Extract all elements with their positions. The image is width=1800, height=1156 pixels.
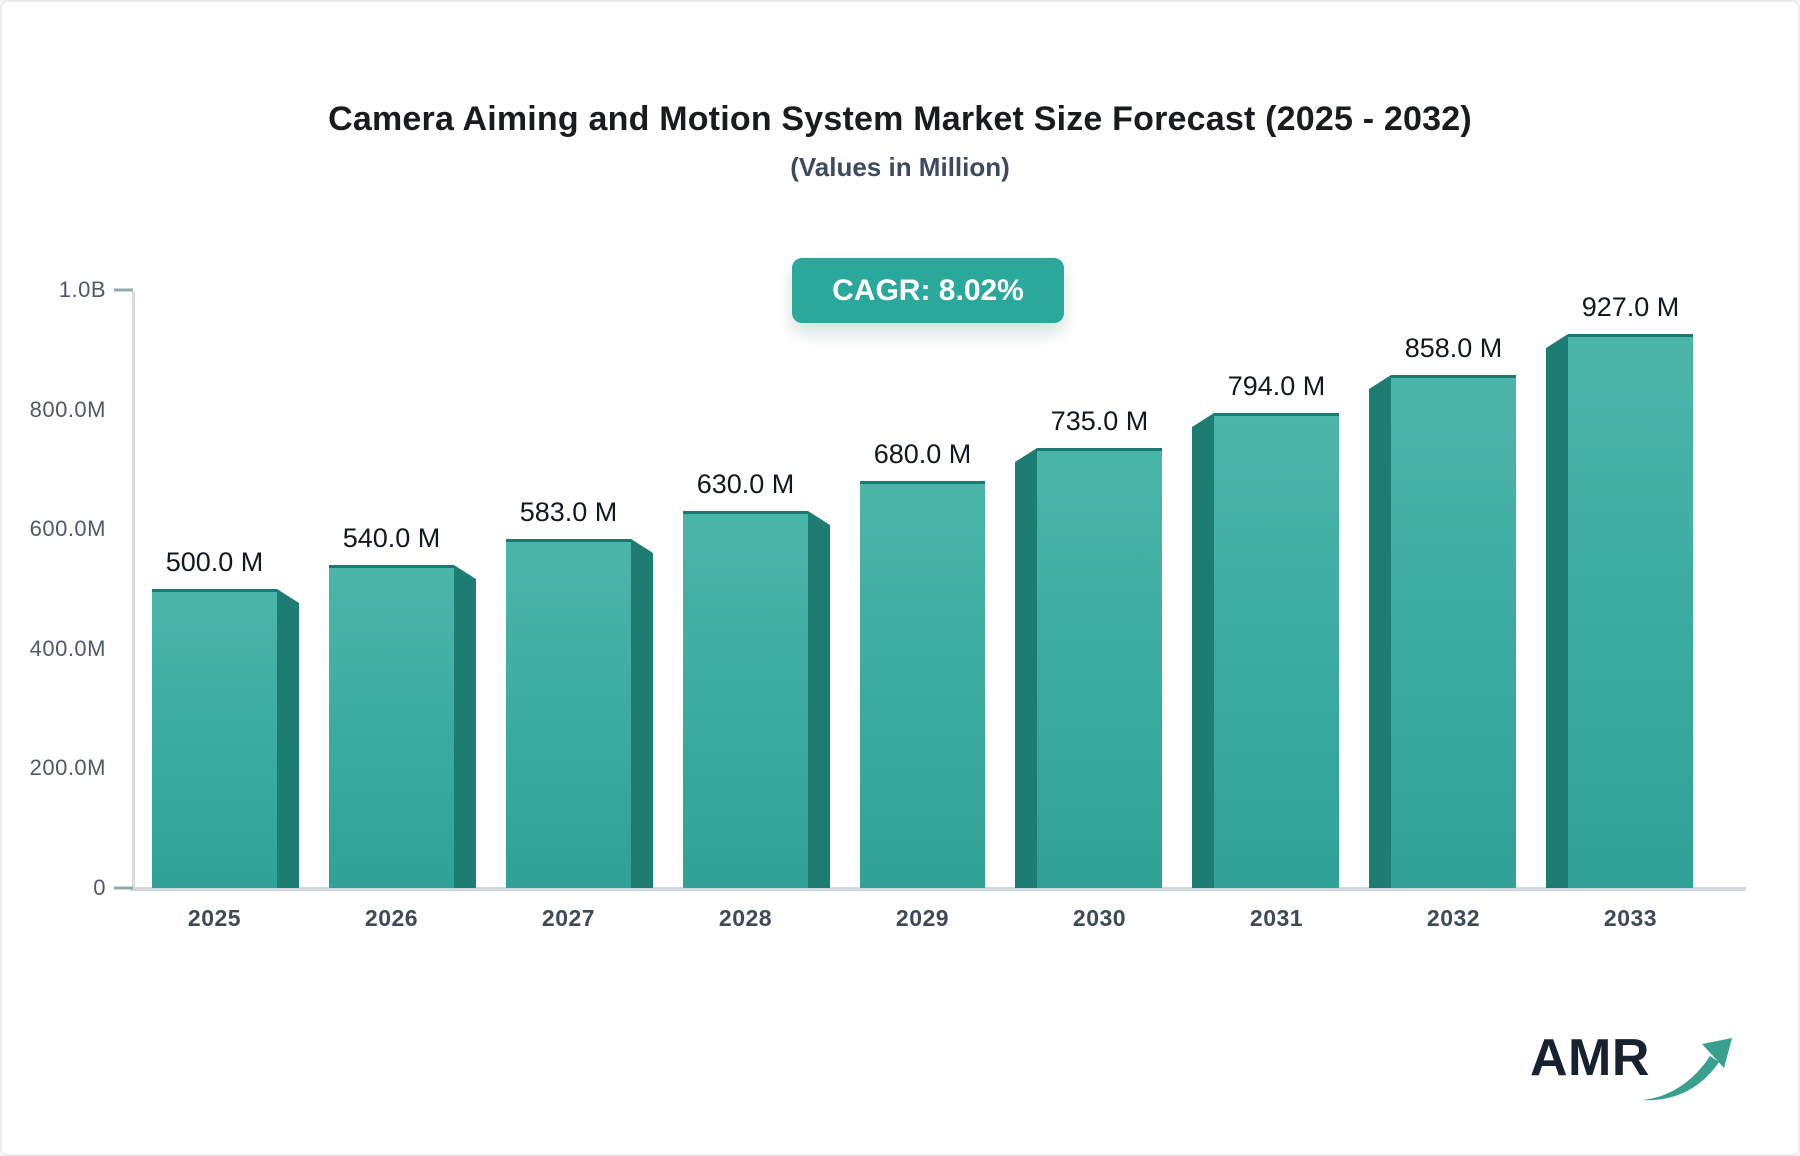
- bar-value-label-2026: 540.0 M: [342, 523, 441, 553]
- bar-value-label-2029: 680.0 M: [873, 439, 972, 469]
- chart-subtitle: (Values in Million): [790, 152, 1010, 182]
- x-axis-label-2032: 2032: [1426, 905, 1481, 931]
- bar-value-label-2027: 583.0 M: [519, 497, 618, 527]
- bar-value-label-2033: 927.0 M: [1581, 292, 1680, 322]
- x-axis-line: [130, 887, 1746, 891]
- bar-value-label-2025: 500.0 M: [165, 547, 264, 577]
- x-axis-label-2027: 2027: [541, 905, 596, 931]
- x-axis-label-2026: 2026: [364, 905, 419, 931]
- y-axis-tick-label: 400.0M: [29, 635, 106, 661]
- amr-logo: AMR: [1530, 1028, 1740, 1108]
- bar-2030: [1037, 448, 1162, 888]
- y-axis-tick-label: 0: [93, 875, 106, 900]
- bar-value-label-2030: 735.0 M: [1050, 406, 1149, 436]
- y-axis-line: [132, 291, 135, 889]
- x-axis-label-2033: 2033: [1603, 905, 1658, 931]
- bar-side-face-2026: [454, 565, 476, 888]
- y-axis-tick-label: 1.0B: [58, 277, 106, 302]
- bar-2031: [1214, 413, 1339, 888]
- bar-value-label-2032: 858.0 M: [1404, 333, 1503, 363]
- bar-2026: [329, 565, 454, 888]
- amr-logo-text: AMR: [1530, 1029, 1650, 1087]
- x-axis-label-2030: 2030: [1072, 905, 1127, 931]
- bar-2033: [1568, 334, 1693, 888]
- x-axis-label-2028: 2028: [718, 905, 773, 931]
- chart-title: Camera Aiming and Motion System Market S…: [328, 100, 1472, 138]
- x-axis-label-2025: 2025: [187, 905, 242, 931]
- bar-2029: [860, 481, 985, 888]
- bar-side-face-2030: [1015, 448, 1037, 888]
- bar-value-label-2031: 794.0 M: [1227, 371, 1326, 401]
- x-axis-label-2029: 2029: [895, 905, 950, 931]
- bar-side-face-2031: [1192, 413, 1214, 888]
- y-axis-tick-label: 800.0M: [29, 396, 106, 422]
- bar-2027: [506, 539, 631, 888]
- x-axis-label-2031: 2031: [1249, 905, 1304, 931]
- bar-side-face-2032: [1369, 375, 1391, 888]
- cagr-badge: CAGR: 8.02%: [792, 258, 1064, 323]
- bar-side-face-2027: [631, 539, 653, 888]
- y-axis-tick-label: 600.0M: [29, 516, 106, 542]
- y-axis-tick-mark: [114, 886, 133, 890]
- bar-side-face-2025: [277, 589, 299, 888]
- bar-value-label-2028: 630.0 M: [696, 469, 795, 499]
- bar-side-face-2033: [1546, 334, 1568, 888]
- bar-2028: [683, 511, 808, 888]
- y-axis-tick-mark: [114, 288, 133, 292]
- y-axis-tick-label: 200.0M: [29, 755, 106, 781]
- bar-2032: [1391, 375, 1516, 888]
- bar-2025: [152, 589, 277, 888]
- bar-side-face-2028: [808, 511, 830, 888]
- growth-arrow-icon: [1641, 1038, 1732, 1101]
